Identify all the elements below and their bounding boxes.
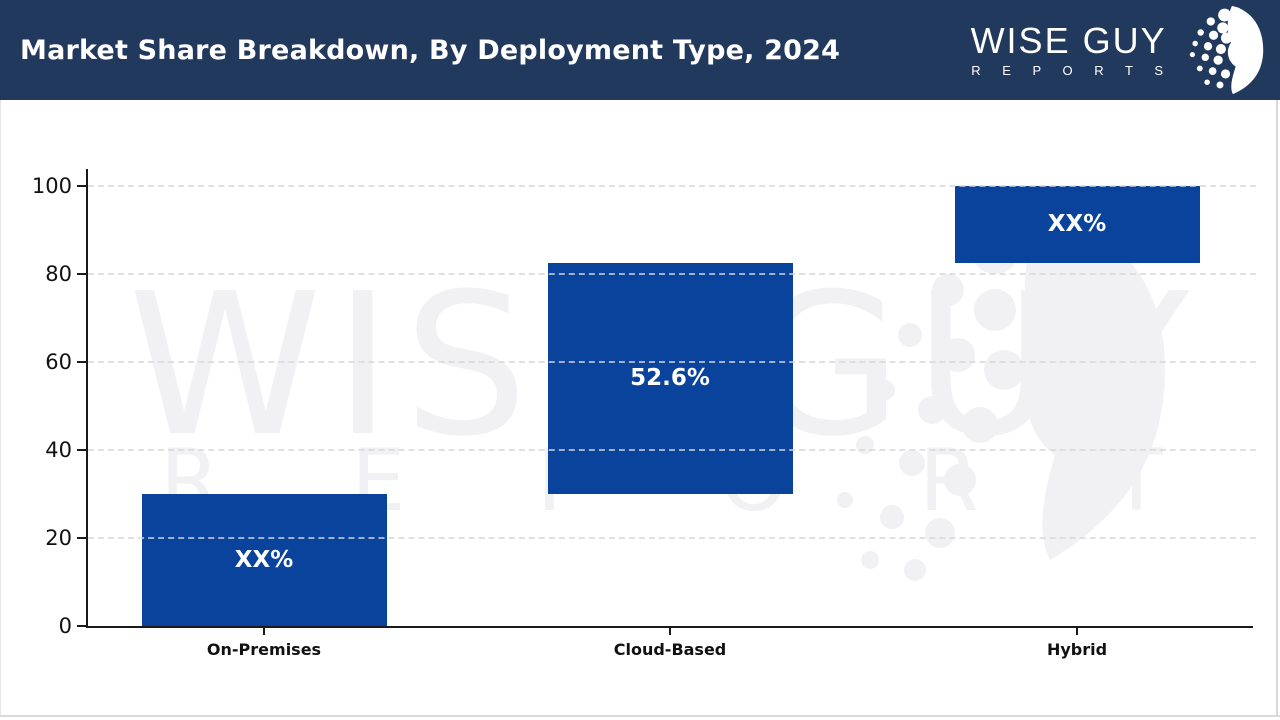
y-tick-label: 80: [45, 262, 72, 286]
gridline-20: [88, 537, 1256, 539]
y-tick-mark: [77, 625, 86, 627]
page-title: Market Share Breakdown, By Deployment Ty…: [20, 34, 841, 66]
header-bar: Market Share Breakdown, By Deployment Ty…: [0, 0, 1280, 100]
y-tick-mark: [77, 361, 86, 363]
y-tick-mark: [77, 537, 86, 539]
bar-on-premises: [141, 494, 387, 626]
x-axis-line: [86, 626, 1253, 628]
y-tick-mark: [77, 273, 86, 275]
logo-text: WISE GUY R E P O R T S: [965, 19, 1172, 78]
gridline-80: [88, 273, 1256, 275]
logo-wordmark: WISE GUY: [970, 19, 1167, 61]
logo-subtext: R E P O R T S: [971, 62, 1172, 78]
bar-hybrid: [954, 186, 1200, 263]
category-label-cloud-based: Cloud-Based: [613, 640, 727, 659]
y-tick-mark: [77, 185, 86, 187]
wise-guy-logo: WISE GUY R E P O R T S: [965, 4, 1280, 96]
y-axis-line: [86, 169, 88, 628]
watermark-head-icon: [837, 215, 1165, 581]
x-tick-mark: [1076, 628, 1078, 635]
bar-value-label: 52.6%: [630, 365, 710, 392]
y-tick-label: 0: [58, 614, 72, 638]
y-tick-mark: [77, 449, 86, 451]
frame-bottom-border: [0, 715, 1280, 717]
category-label-hybrid: Hybrid: [1046, 640, 1108, 659]
gridline-100: [88, 185, 1256, 187]
chart: XX% 52.6% XX% 0 20 40 60 80 100 On-Premises Cloud-…: [0, 100, 1280, 720]
frame-right-border: [1276, 100, 1278, 717]
dotted-head-logo-icon: [1189, 5, 1264, 95]
category-label-on-premises: On-Premises: [206, 640, 322, 659]
y-tick-label: 40: [45, 438, 72, 462]
x-tick-mark: [263, 628, 265, 635]
gridline-60: [88, 361, 1256, 363]
x-tick-mark: [669, 628, 671, 635]
y-tick-label: 60: [45, 350, 72, 374]
bar-cloud-based: [547, 262, 793, 494]
bar-value-label: XX%: [1047, 211, 1107, 238]
y-tick-label: 20: [45, 526, 72, 550]
frame-left-border: [0, 100, 1, 717]
gridline-40: [88, 449, 1256, 451]
bar-value-label: XX%: [234, 547, 294, 573]
y-tick-label: 100: [31, 174, 72, 198]
